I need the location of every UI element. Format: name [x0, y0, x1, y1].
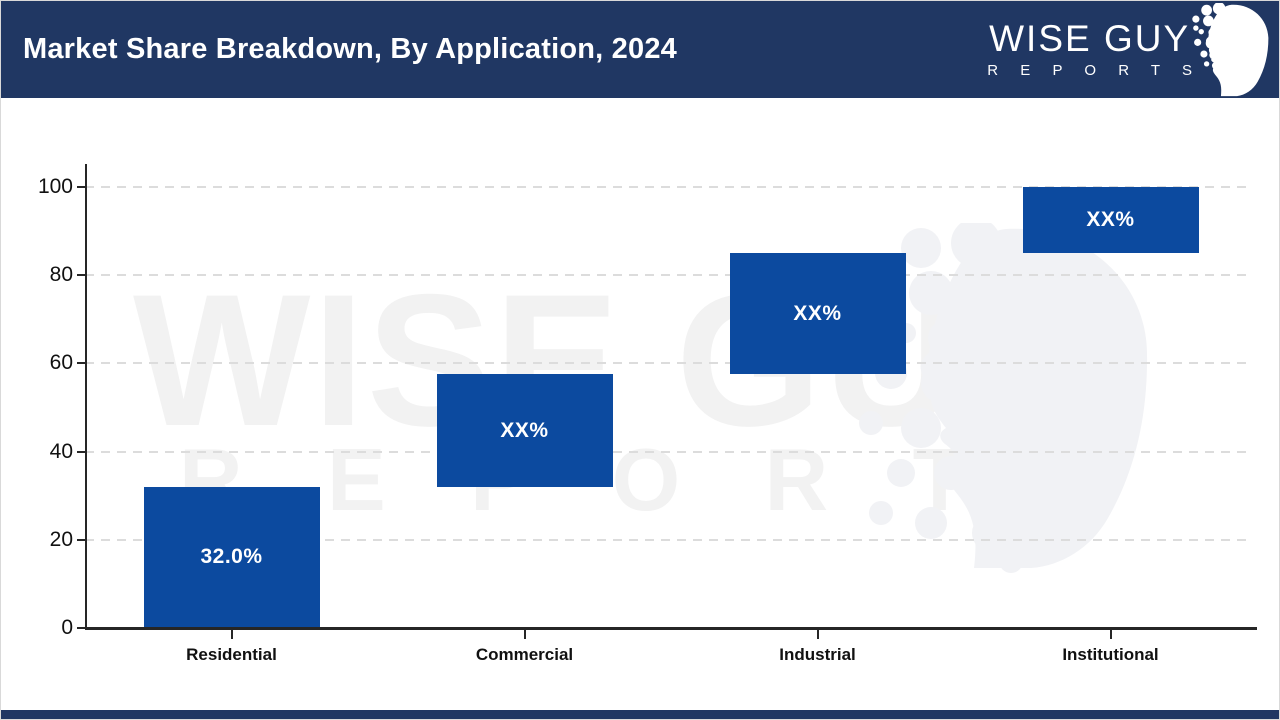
- brand-logo-text: WISE GUY R E P O R T S: [978, 20, 1201, 79]
- footer-bar: [1, 710, 1279, 719]
- gridline: [85, 538, 1253, 541]
- brand-wordmark: WISE GUY: [989, 18, 1191, 59]
- gridline: [85, 362, 1253, 365]
- x-axis-line: [85, 627, 1257, 630]
- header-bar: Market Share Breakdown, By Application, …: [1, 1, 1279, 98]
- y-tick-mark: [77, 186, 85, 188]
- gridline: [85, 274, 1253, 277]
- bar-value-label: XX%: [793, 301, 842, 325]
- market-share-chart: WISE GU R E P O R T S 0 20 40 60 80 100 32.0% R…: [1, 98, 1279, 712]
- y-tick-label: 100: [37, 175, 73, 198]
- y-tick-mark: [77, 450, 85, 453]
- x-tick-label: Institutional: [1062, 645, 1159, 664]
- y-tick-label: 80: [49, 263, 73, 287]
- x-tick-label: Industrial: [779, 645, 856, 664]
- bar-segment: XX%: [436, 374, 613, 487]
- bar-segment: 32.0%: [143, 486, 320, 628]
- y-tick-label: 40: [49, 439, 73, 463]
- x-tick-label: Commercial: [475, 645, 574, 664]
- x-tick-mark: [230, 630, 233, 639]
- bar-value-label: XX%: [1086, 208, 1135, 232]
- x-tick-mark: [1109, 630, 1112, 639]
- x-tick-mark: [816, 630, 819, 639]
- y-tick-mark: [77, 627, 85, 629]
- y-axis-line: [85, 164, 87, 630]
- bar-segment: XX%: [1022, 187, 1199, 254]
- x-tick-label: Residential: [186, 645, 277, 664]
- y-tick-label: 60: [49, 351, 73, 375]
- x-tick-mark: [523, 630, 526, 639]
- y-tick-mark: [77, 274, 85, 277]
- y-tick-mark: [77, 538, 85, 541]
- y-tick-label: 0: [61, 616, 73, 639]
- y-tick-label: 20: [49, 527, 73, 551]
- brand-subtext: R E P O R T S: [987, 62, 1201, 79]
- bar-value-label: 32.0%: [200, 545, 263, 569]
- gridline: [85, 450, 1253, 453]
- y-tick-mark: [77, 362, 85, 365]
- logo-head-icon: [1192, 2, 1269, 96]
- gridline: [85, 186, 1253, 188]
- bar-value-label: XX%: [500, 418, 549, 442]
- watermark-subtext: R E P O R T S: [179, 430, 1140, 529]
- bar-segment: XX%: [729, 253, 906, 375]
- brand-logo: WISE GUY R E P O R T S: [978, 2, 1271, 97]
- page-title: Market Share Breakdown, By Application, …: [23, 33, 677, 65]
